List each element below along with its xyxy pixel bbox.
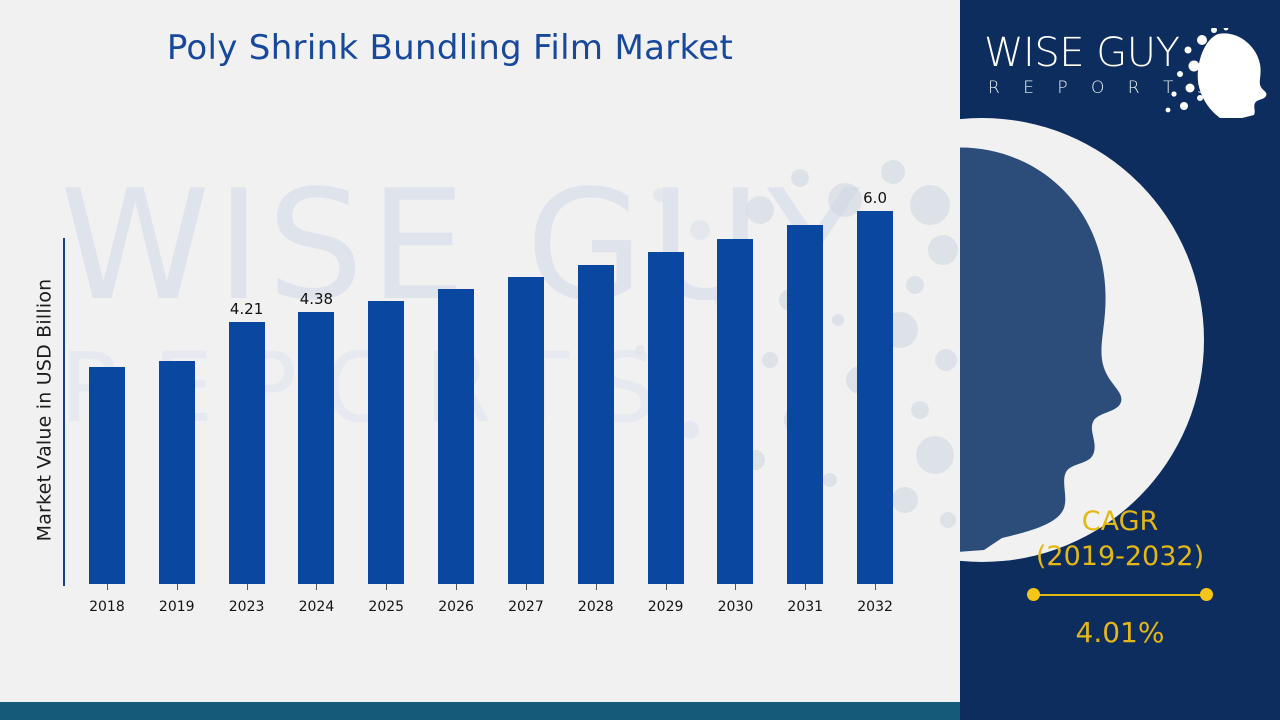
bar-group: 2018 xyxy=(72,180,142,615)
bar xyxy=(647,252,684,584)
x-axis-tick xyxy=(176,584,178,590)
x-axis-tick-label: 2023 xyxy=(228,599,265,615)
bar-group: 6.0 2032 xyxy=(840,180,910,615)
cagr-divider-line xyxy=(1033,593,1207,596)
x-axis-tick-label: 2029 xyxy=(647,599,684,615)
x-axis-tick xyxy=(525,584,527,590)
page-title: Poly Shrink Bundling Film Market xyxy=(166,28,734,68)
cagr-block: CAGR (2019-2032) 4.01% xyxy=(960,505,1280,649)
x-axis-tick-label: 2030 xyxy=(717,599,754,615)
cagr-value: 4.01% xyxy=(1075,615,1165,649)
logo-subtitle: R E P O R T S xyxy=(988,78,1217,98)
bar-group: 2027 xyxy=(491,180,561,615)
x-axis-tick xyxy=(386,584,388,590)
bar-group: 2029 xyxy=(631,180,701,615)
x-axis-tick-label: 2032 xyxy=(857,599,893,615)
x-axis-tick-label: 2019 xyxy=(158,599,195,615)
bar xyxy=(857,211,894,584)
x-axis-tick xyxy=(665,584,667,590)
bar xyxy=(88,367,125,584)
y-axis-line xyxy=(63,238,65,586)
bottom-accent-strip xyxy=(0,702,960,720)
y-axis-label-text: Market Value in USD Billion xyxy=(33,278,55,542)
bar-group: 2025 xyxy=(351,180,421,615)
bar-group: 4.38 2024 xyxy=(282,180,352,615)
bar-value-label: 4.21 xyxy=(229,300,264,318)
bar-value-label: 4.38 xyxy=(299,290,334,308)
bar xyxy=(368,301,405,584)
x-axis-tick xyxy=(106,584,108,590)
bar xyxy=(577,265,614,584)
bar-chart-plot-area: 2018 2019 4.21 2023 4.38 2024 2025 2026 2027 2028… xyxy=(72,180,910,615)
cagr-divider xyxy=(1027,587,1213,602)
bar xyxy=(787,225,824,584)
x-axis-tick-label: 2025 xyxy=(368,599,405,615)
logo-wordmark: WISE GUY xyxy=(984,30,1180,76)
x-axis-tick-label: 2031 xyxy=(787,599,824,615)
bar-group: 2030 xyxy=(701,180,771,615)
x-axis-tick-label: 2024 xyxy=(298,599,335,615)
bar-group: 2028 xyxy=(561,180,631,615)
bar xyxy=(298,312,335,584)
head-silhouette-icon xyxy=(960,147,1122,552)
bar-group: 2031 xyxy=(770,180,840,615)
x-axis-tick xyxy=(805,584,807,590)
x-axis-tick xyxy=(735,584,737,590)
bar xyxy=(717,239,754,584)
x-axis-tick xyxy=(316,584,318,590)
bar-group: 2026 xyxy=(421,180,491,615)
wiseguy-logo: WISE GUY R E P O R T S xyxy=(974,28,1274,120)
y-axis-label: Market Value in USD Billion xyxy=(28,240,60,580)
bar xyxy=(158,361,195,584)
x-axis-tick xyxy=(246,584,248,590)
x-axis-tick xyxy=(875,584,877,590)
bar-group: 2019 xyxy=(142,180,212,615)
bar xyxy=(438,289,475,584)
bar-group: 4.21 2023 xyxy=(212,180,282,615)
x-axis-tick-label: 2027 xyxy=(508,599,544,615)
brand-panel: WISE GUY R E P O R T S xyxy=(960,0,1280,720)
x-axis-tick xyxy=(456,584,458,590)
x-axis-tick-label: 2026 xyxy=(438,599,474,615)
cagr-label: CAGR xyxy=(1081,506,1159,537)
x-axis-tick xyxy=(595,584,597,590)
bar xyxy=(507,277,544,584)
bar-value-label: 6.0 xyxy=(863,189,887,207)
logo-dot-head-icon xyxy=(1165,28,1267,118)
cagr-divider-dot-right xyxy=(1200,587,1213,601)
bar xyxy=(228,322,265,584)
cagr-range: (2019-2032) xyxy=(1035,540,1205,572)
cagr-divider-dot-left xyxy=(1027,587,1040,601)
x-axis-tick-label: 2018 xyxy=(89,599,125,615)
x-axis-tick-label: 2028 xyxy=(577,599,614,615)
